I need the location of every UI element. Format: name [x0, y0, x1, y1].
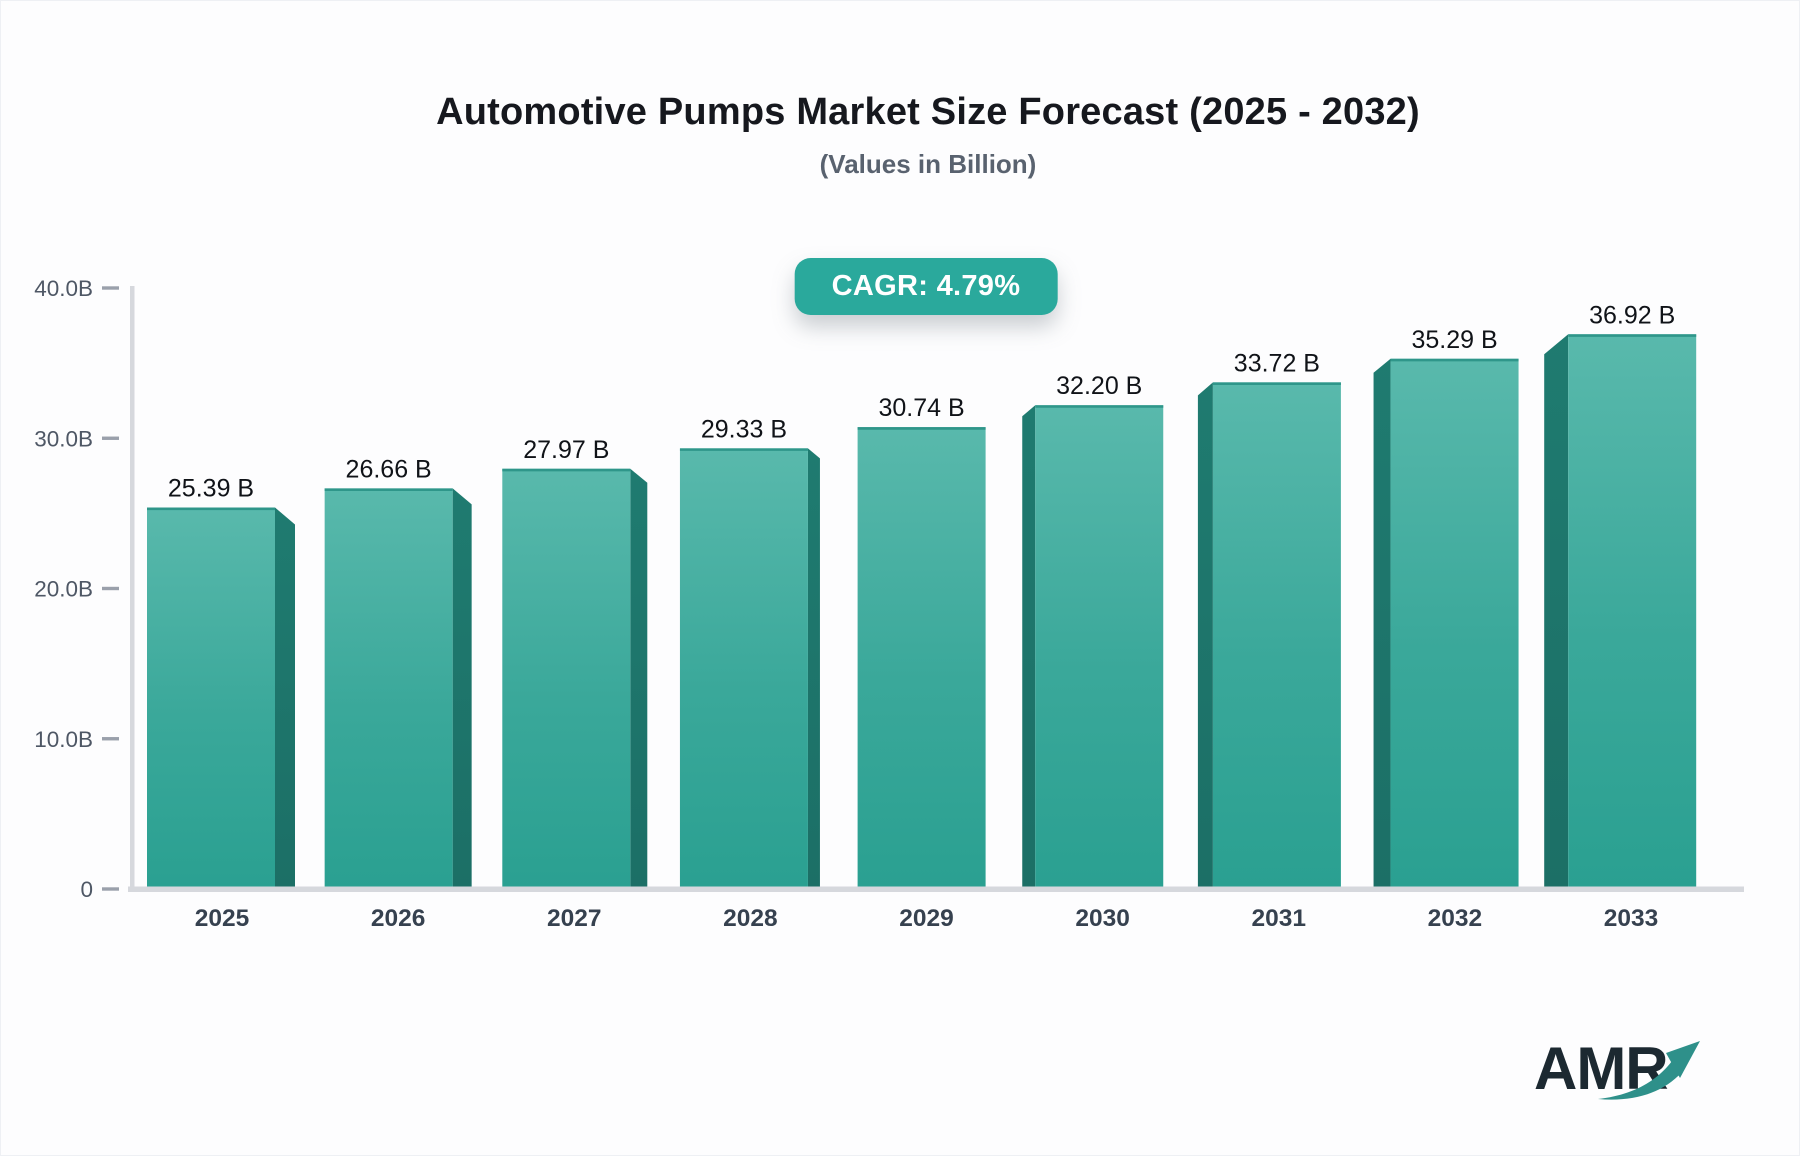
y-tick-label: 20.0B: [34, 577, 93, 602]
bar-2029: [857, 427, 986, 889]
x-axis-label: 2027: [547, 905, 602, 932]
x-axis-label: 2031: [1251, 905, 1306, 932]
bar-side-2031: [1197, 382, 1213, 889]
y-tick-mark: [102, 436, 119, 440]
y-tick-label: 40.0B: [34, 276, 93, 301]
x-axis-label: 2026: [371, 905, 426, 932]
bar-value-label: 33.72 B: [1234, 349, 1320, 377]
bar-value-label: 36.92 B: [1589, 301, 1675, 329]
x-axis-label: 2032: [1428, 905, 1483, 932]
bar-value-label: 29.33 B: [701, 415, 787, 443]
y-tick-label: 0: [80, 877, 93, 902]
y-tick-mark: [102, 586, 119, 591]
x-axis-label: 2033: [1604, 905, 1659, 932]
y-tick-mark: [102, 737, 119, 741]
bar-2028: [679, 448, 808, 889]
amr-logo: AMR: [1534, 1034, 1714, 1114]
bar-2031: [1212, 382, 1341, 889]
y-tick-label: 30.0B: [34, 426, 93, 451]
x-axis-label: 2029: [899, 905, 954, 932]
bar-2025: [147, 507, 275, 889]
bar-side-2027: [630, 468, 648, 889]
bar-side-2025: [275, 507, 295, 889]
bar-2026: [324, 488, 453, 889]
growth-arrow-icon: [1598, 1041, 1700, 1100]
x-axis-label: 2028: [723, 905, 778, 932]
x-axis-label: 2025: [195, 905, 250, 932]
bar-side-2028: [807, 448, 820, 889]
cagr-badge: CAGR: 4.79%: [794, 258, 1058, 315]
page-title: Automotive Pumps Market Size Forecast (2…: [436, 91, 1420, 133]
bar-2030: [1035, 405, 1164, 889]
bar-2033: [1568, 334, 1697, 890]
x-axis-line: [128, 886, 1744, 892]
y-axis-line: [130, 286, 135, 891]
bar-side-2032: [1373, 358, 1391, 889]
bar-value-label: 26.66 B: [346, 455, 432, 483]
bar-value-label: 25.39 B: [168, 475, 254, 503]
bar-2027: [502, 468, 631, 889]
y-tick-label: 10.0B: [34, 727, 93, 752]
bar-value-label: 27.97 B: [523, 436, 609, 464]
bar-value-label: 30.74 B: [879, 394, 965, 422]
y-tick-mark: [102, 887, 119, 891]
bar-2032: [1390, 358, 1519, 889]
x-axis-label: 2030: [1075, 905, 1130, 932]
bar-value-label: 35.29 B: [1411, 326, 1497, 354]
bar-side-2026: [452, 488, 472, 889]
bar-value-label: 32.20 B: [1056, 372, 1142, 400]
bar-side-2033: [1544, 334, 1569, 890]
bar-side-2030: [1022, 405, 1036, 889]
y-tick-mark: [102, 286, 119, 290]
page-subtitle: (Values in Billion): [819, 149, 1037, 179]
